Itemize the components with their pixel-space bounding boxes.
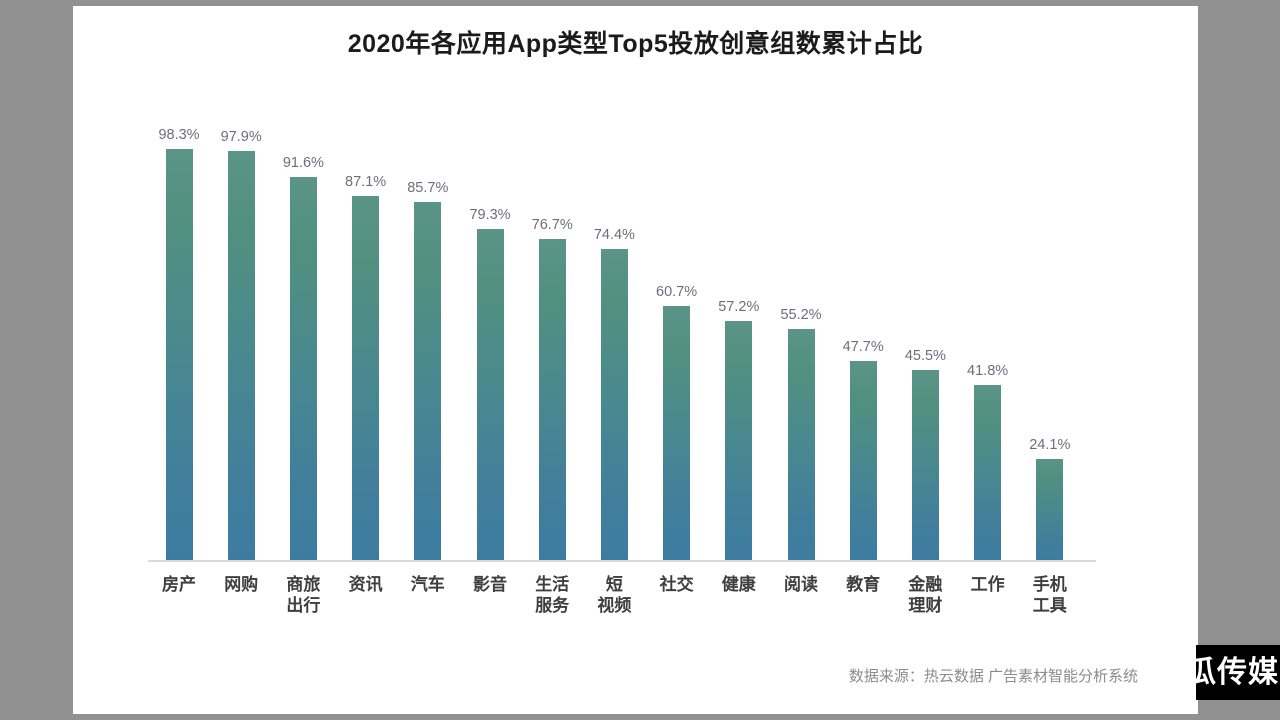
bar-group[interactable]: 45.5% 金融理财 xyxy=(893,348,957,615)
bar-value-label: 85.7% xyxy=(407,179,449,196)
bar-value-label: 45.5% xyxy=(904,347,946,364)
source-note: 数据来源：热云数据 广告素材智能分析系统 xyxy=(848,668,1138,685)
bar-value-label: 97.9% xyxy=(220,128,262,145)
bar[interactable] xyxy=(165,149,193,560)
category-axis-label: 生活 服务 xyxy=(512,574,592,617)
bar-value-label: 47.7% xyxy=(842,338,884,355)
watermark-badge: 瓜传媒 xyxy=(1196,645,1280,700)
bar-group[interactable]: 98.3% 房产 xyxy=(147,127,211,594)
bar-group[interactable]: 74.4% 短视频 xyxy=(582,227,646,615)
bar-group[interactable]: 60.7% 社交 xyxy=(645,284,709,594)
bar[interactable] xyxy=(476,228,504,560)
bar[interactable] xyxy=(538,239,566,560)
x-axis-baseline xyxy=(148,560,1096,562)
bar[interactable] xyxy=(911,369,939,560)
bar-group[interactable]: 41.8% 工作 xyxy=(956,363,1020,594)
bar[interactable] xyxy=(352,195,380,560)
category-axis-label-line: 网购 xyxy=(224,575,259,594)
category-axis-label-line: 服务 xyxy=(535,596,570,616)
slide-canvas: 2020年各应用App类型Top5投放创意组数累计占比 98.3% 房产 97.9%… xyxy=(73,6,1198,714)
category-axis-label-line: 金融 xyxy=(908,575,943,594)
category-axis-label-line: 阅读 xyxy=(784,575,818,594)
bar[interactable] xyxy=(725,320,753,560)
bar-value-label: 91.6% xyxy=(282,155,324,172)
bar[interactable] xyxy=(974,385,1002,560)
category-axis-label-line: 社交 xyxy=(659,575,694,594)
category-axis-label: 工作 xyxy=(948,574,1028,595)
bar-value-label: 76.7% xyxy=(531,217,573,234)
bar-group[interactable]: 85.7% 汽车 xyxy=(396,180,460,594)
category-axis-label-line: 工具 xyxy=(1032,596,1067,616)
bar[interactable] xyxy=(600,249,628,560)
bar[interactable] xyxy=(289,177,317,560)
category-axis-label-line: 汽车 xyxy=(410,575,445,594)
category-axis-label-line: 工作 xyxy=(970,575,1005,594)
category-axis-label-line: 影音 xyxy=(473,575,507,594)
category-axis-label-line: 健康 xyxy=(721,575,756,594)
category-axis-label-line: 教育 xyxy=(846,575,881,594)
category-axis-label: 健康 xyxy=(699,574,779,595)
bar-value-label: 98.3% xyxy=(158,127,200,144)
bar-value-label: 55.2% xyxy=(780,307,822,324)
category-axis-label: 资讯 xyxy=(326,574,406,595)
bar-group[interactable]: 55.2% 阅读 xyxy=(769,307,833,594)
bar[interactable] xyxy=(849,360,877,560)
bar-value-label: 79.3% xyxy=(469,206,511,223)
bar[interactable] xyxy=(227,150,255,560)
bar-group[interactable]: 47.7% 教育 xyxy=(831,339,895,594)
bar-value-label: 87.1% xyxy=(345,173,387,190)
category-axis-label: 短视频 xyxy=(574,574,654,617)
category-axis-label: 教育 xyxy=(823,574,903,595)
bar-group[interactable]: 57.2% 健康 xyxy=(707,299,771,594)
bar-value-label: 57.2% xyxy=(718,298,760,315)
category-axis-label-line: 手机 xyxy=(1032,575,1067,594)
bar[interactable] xyxy=(663,306,691,560)
category-axis-label-line: 视频 xyxy=(597,596,632,616)
bar-group[interactable]: 76.7% 生活服务 xyxy=(520,217,584,615)
category-axis-label-line: 商旅 xyxy=(286,575,321,594)
category-axis-label: 社交 xyxy=(637,574,717,595)
bar-value-label: 60.7% xyxy=(656,284,698,301)
category-axis-label: 金融 理财 xyxy=(885,574,965,617)
category-axis-label: 网购 xyxy=(201,574,281,595)
category-axis-label: 汽车 xyxy=(388,574,468,595)
bar[interactable] xyxy=(414,201,442,560)
bar-group[interactable]: 87.1% 资讯 xyxy=(334,174,398,594)
category-axis-label-line: 出行 xyxy=(286,596,321,616)
bar-group[interactable]: 97.9% 网购 xyxy=(209,129,273,594)
bar-group[interactable]: 91.6% 商旅出行 xyxy=(271,155,335,615)
bar-value-label: 74.4% xyxy=(593,227,635,244)
category-axis-label: 阅读 xyxy=(761,574,841,595)
category-axis-label-line: 资讯 xyxy=(348,575,383,594)
category-axis-label: 房产 xyxy=(139,574,219,595)
category-axis-label: 手机 工具 xyxy=(1010,574,1090,617)
bar-group[interactable]: 79.3% 影音 xyxy=(458,207,522,594)
bar[interactable] xyxy=(1036,459,1064,560)
bar-chart-plot-area: 98.3% 房产 97.9% 网购 91.6% 商旅出行 87.1% 资讯 85.7% 汽车 79.… xyxy=(73,6,1198,714)
category-axis-label-line: 短 xyxy=(605,575,623,594)
category-axis-label: 商旅 出行 xyxy=(263,574,343,617)
category-axis-label: 影音 xyxy=(450,574,530,595)
bar[interactable] xyxy=(787,329,815,560)
bar-value-label: 24.1% xyxy=(1029,437,1071,454)
category-axis-label-line: 生活 xyxy=(535,575,570,594)
category-axis-label-line: 理财 xyxy=(908,596,943,616)
category-axis-label-line: 房产 xyxy=(162,575,196,594)
bar-group[interactable]: 24.1% 手机工具 xyxy=(1018,437,1082,615)
page-title: 2020年各应用App类型Top5投放创意组数累计占比 xyxy=(347,30,924,58)
bar-value-label: 41.8% xyxy=(967,363,1009,380)
